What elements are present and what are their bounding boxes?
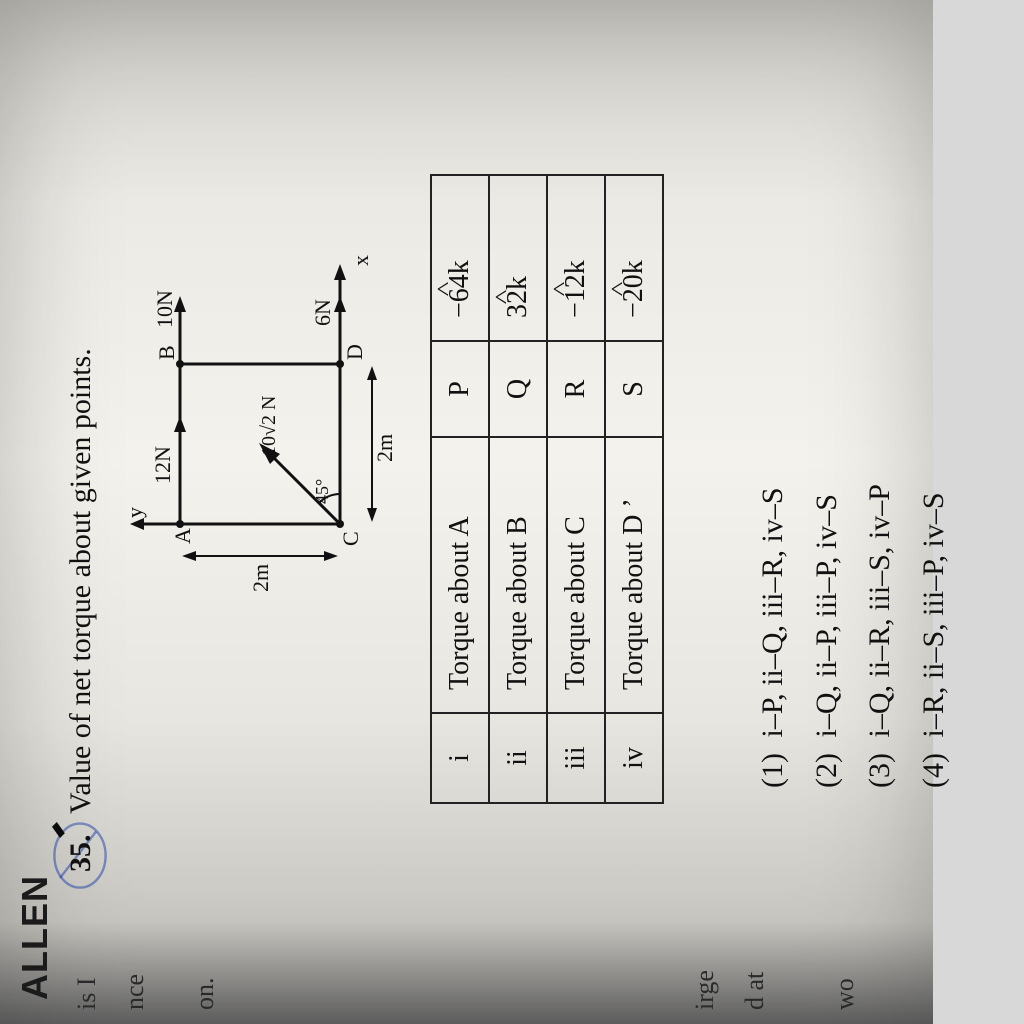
table-row: ii Torque about B Q 32k: [489, 175, 547, 803]
option-4: (4) i–R, ii–S, iii–P, iv–S: [909, 484, 959, 788]
option-num: (2): [810, 753, 843, 788]
options: (1) i–P, ii–Q, iii–R, iv–S (2) i–Q, ii–P…: [748, 484, 962, 788]
row-index: ii: [489, 713, 547, 803]
table-row: iv Torque about D ʼ S −20k: [605, 175, 663, 803]
dim-label: 2m: [372, 434, 398, 462]
row-index: i: [431, 713, 489, 803]
corner-label: C: [338, 531, 364, 546]
dim-label: 2m: [248, 564, 274, 592]
row-symbol: R: [547, 341, 605, 437]
option-2: (2) i–Q, ii–P, iii–P, iv–S: [802, 484, 852, 788]
page: ALLEN is I nce on. irge d at wo 35. Valu…: [0, 0, 933, 1024]
row-value: −64k: [431, 175, 489, 341]
corner-label: D: [342, 344, 368, 360]
option-text: i–R, ii–S, iii–P, iv–S: [917, 492, 950, 737]
force-label: 10√2 N: [258, 396, 281, 456]
corner-label: B: [154, 345, 180, 360]
row-symbol: S: [605, 341, 663, 437]
row-symbol: P: [431, 341, 489, 437]
frag-text: d at: [740, 972, 770, 1010]
table-row: i Torque about A P −64k: [431, 175, 489, 803]
force-label: 12N: [150, 446, 176, 484]
question-number: 35.: [64, 835, 98, 873]
row-index: iii: [547, 713, 605, 803]
row-value: 32k: [489, 175, 547, 341]
row-index: iv: [605, 713, 663, 803]
frag-text: on.: [190, 978, 220, 1011]
question-text: Value of net torque about given points.: [64, 348, 98, 814]
option-text: i–Q, ii–R, iii–S, iv–P: [863, 484, 896, 737]
corner-label: A: [170, 528, 196, 544]
force-diagram: A B C D y x 12N 10N 6N 10√2 N 45° 2m 2m: [120, 244, 400, 604]
row-value: −20k: [605, 175, 663, 341]
force-label: 10N: [152, 290, 178, 328]
option-num: (1): [756, 753, 789, 788]
option-num: (4): [917, 753, 950, 788]
row-label: Torque about A: [431, 437, 489, 713]
option-num: (3): [863, 753, 896, 788]
row-value: −12k: [547, 175, 605, 341]
option-1: (1) i–P, ii–Q, iii–R, iv–S: [748, 484, 798, 788]
option-3: (3) i–Q, ii–R, iii–S, iv–P: [855, 484, 905, 788]
option-text: i–Q, ii–P, iii–P, iv–S: [810, 494, 843, 737]
table-row: iii Torque about C R −12k: [547, 175, 605, 803]
force-label: 6N: [310, 299, 336, 326]
frag-text: wo: [830, 978, 860, 1010]
option-text: i–P, ii–Q, iii–R, iv–S: [756, 487, 789, 737]
row-label: Torque about D ʼ: [605, 437, 663, 713]
frag-text: nce: [120, 974, 150, 1010]
frag-text: is I: [72, 978, 102, 1011]
row-label: Torque about B: [489, 437, 547, 713]
angle-label: 45°: [312, 479, 333, 504]
axis-label: y: [122, 507, 148, 518]
row-label: Torque about C: [547, 437, 605, 713]
axis-label: x: [348, 255, 374, 266]
frag-text: irge: [690, 970, 720, 1010]
row-symbol: Q: [489, 341, 547, 437]
match-table: i Torque about A P −64k ii Torque about …: [430, 174, 664, 804]
